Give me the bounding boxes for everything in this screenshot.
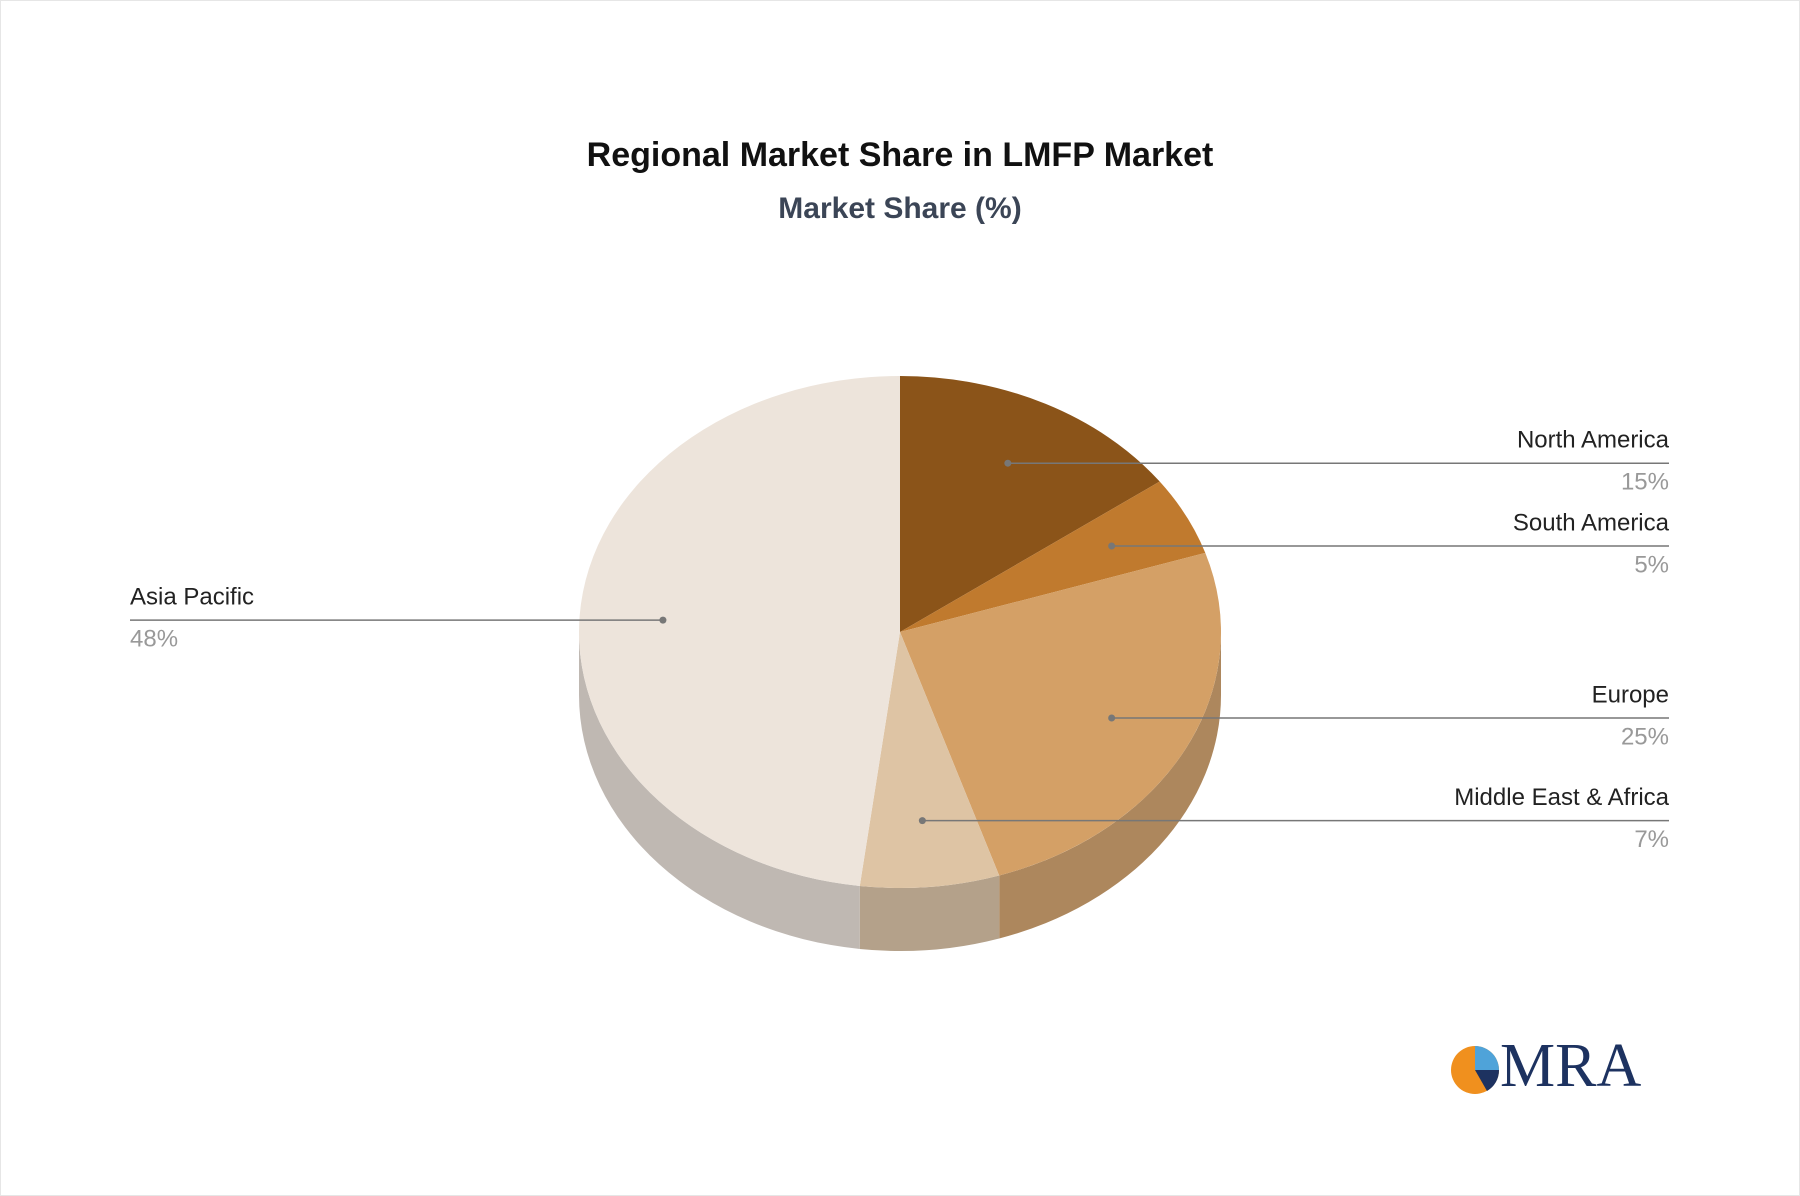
slice <box>900 481 1206 632</box>
slice-label: Middle East & Africa <box>1454 784 1669 811</box>
slice-side <box>859 875 1000 952</box>
slice-value-label: 7% <box>1634 826 1669 853</box>
slice-value-label: 5% <box>1634 551 1669 578</box>
chart-title: Regional Market Share in LMFP Market <box>587 136 1214 174</box>
slice-side <box>999 632 1221 939</box>
logo-text: MRA <box>1500 1032 1641 1100</box>
logo-icon-part <box>1475 1046 1499 1070</box>
leader-dot <box>1108 714 1116 722</box>
slice <box>859 632 1000 888</box>
slice-value-label: 48% <box>130 625 178 652</box>
logo-icon-part <box>1475 1070 1500 1091</box>
slice <box>578 376 900 886</box>
slice-label: Europe <box>1592 681 1669 708</box>
leader-dot <box>1004 459 1012 467</box>
logo: MRA <box>1451 1032 1641 1100</box>
slice-value-label: 25% <box>1621 723 1669 750</box>
leader-dot <box>659 616 667 624</box>
slice-value-label: 15% <box>1621 469 1669 496</box>
slice-label: Asia Pacific <box>130 583 254 610</box>
slice <box>900 376 1160 632</box>
slice <box>900 552 1221 876</box>
leader-dot <box>1108 542 1116 550</box>
chart-subtitle: Market Share (%) <box>778 192 1021 225</box>
slice-label: South America <box>1513 509 1670 536</box>
slice-label: North America <box>1517 427 1670 454</box>
leader-dot <box>918 817 926 825</box>
slice-side <box>579 632 860 949</box>
